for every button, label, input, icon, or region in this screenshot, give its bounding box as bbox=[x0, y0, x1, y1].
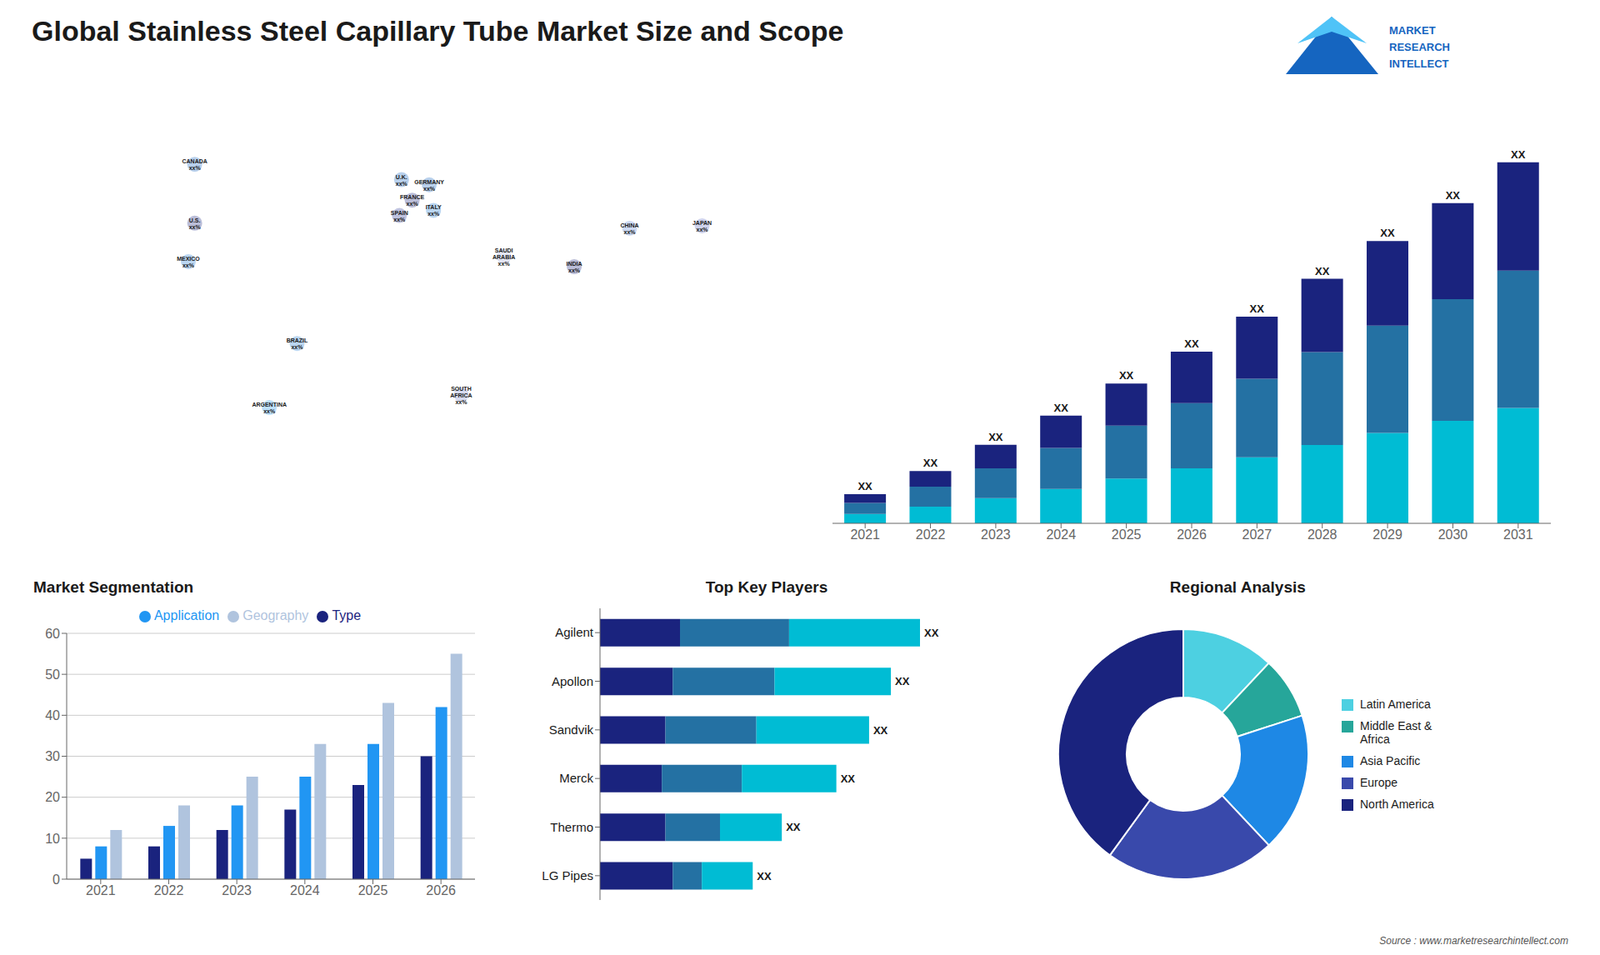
svg-text:2030: 2030 bbox=[1438, 527, 1469, 542]
html-text:Geography: Geography bbox=[242, 608, 309, 623]
svg-text:INTELLECT: INTELLECT bbox=[1389, 57, 1450, 70]
svg-text:XX: XX bbox=[1445, 189, 1461, 202]
svg-text:XX: XX bbox=[895, 675, 910, 688]
html-text:Market Segmentation: Market Segmentation bbox=[33, 578, 194, 596]
svg-text:ARGENTINAxx%: ARGENTINAxx% bbox=[251, 401, 287, 415]
svg-text:Merck: Merck bbox=[559, 770, 594, 785]
svg-text:2025: 2025 bbox=[358, 883, 389, 898]
svg-text:JAPANxx%: JAPANxx% bbox=[692, 219, 712, 232]
svg-text:Apollon: Apollon bbox=[551, 674, 594, 689]
svg-text:XX: XX bbox=[857, 480, 873, 493]
svg-text:Agilent: Agilent bbox=[555, 625, 595, 640]
svg-text:XX: XX bbox=[1250, 302, 1265, 315]
html-text:Top Key Players: Top Key Players bbox=[705, 578, 828, 596]
svg-text:XX: XX bbox=[1054, 401, 1070, 415]
svg-text:30: 30 bbox=[45, 749, 60, 764]
svg-text:XX: XX bbox=[1184, 337, 1200, 350]
html-text:Europe: Europe bbox=[1360, 775, 1398, 790]
svg-text:SPAINxx%: SPAINxx% bbox=[390, 209, 409, 222]
svg-text:MARKET: MARKET bbox=[1389, 24, 1436, 37]
svg-text:2026: 2026 bbox=[425, 883, 456, 898]
svg-text:XX: XX bbox=[756, 870, 772, 883]
svg-text:SAUDIARABIAxx%: SAUDIARABIAxx% bbox=[492, 246, 515, 266]
svg-text:2024: 2024 bbox=[1045, 527, 1076, 542]
svg-text:XX: XX bbox=[840, 772, 856, 785]
svg-text:CANADAxx%: CANADAxx% bbox=[181, 158, 207, 171]
html-text:Latin America: Latin America bbox=[1360, 697, 1431, 711]
svg-text:2022: 2022 bbox=[915, 527, 946, 542]
html-text:Source : www.marketresearchint: Source : www.marketresearchintellect.com bbox=[1379, 935, 1569, 947]
svg-text:2028: 2028 bbox=[1307, 527, 1338, 542]
svg-text:2023: 2023 bbox=[221, 883, 252, 898]
svg-text:2024: 2024 bbox=[290, 883, 320, 898]
svg-text:60: 60 bbox=[45, 626, 60, 641]
svg-text:XX: XX bbox=[988, 430, 1004, 444]
svg-text:10: 10 bbox=[45, 831, 60, 846]
svg-text:BRAZILxx%: BRAZILxx% bbox=[286, 337, 309, 350]
html-text:Middle East & Africa: Middle East & Africa bbox=[1360, 719, 1432, 746]
svg-text:40: 40 bbox=[45, 708, 60, 723]
svg-text:XX: XX bbox=[1380, 226, 1395, 240]
html-text:North America: North America bbox=[1360, 797, 1434, 811]
svg-text:2022: 2022 bbox=[154, 883, 185, 898]
svg-text:GERMANYxx%: GERMANYxx% bbox=[414, 178, 445, 191]
svg-text:INDIAxx%: INDIAxx% bbox=[566, 260, 583, 274]
svg-text:0: 0 bbox=[52, 872, 60, 887]
svg-text:Thermo: Thermo bbox=[550, 820, 594, 835]
svg-text:XX: XX bbox=[785, 820, 801, 834]
svg-text:2026: 2026 bbox=[1176, 527, 1207, 542]
svg-text:XX: XX bbox=[873, 724, 889, 737]
svg-text:SOUTHAFRICAxx%: SOUTHAFRICAxx% bbox=[450, 385, 472, 405]
html-text:Type: Type bbox=[332, 608, 361, 623]
svg-text:U.K.xx%: U.K.xx% bbox=[395, 173, 409, 186]
svg-text:MEXICOxx%: MEXICOxx% bbox=[176, 255, 200, 268]
svg-text:XX: XX bbox=[1119, 369, 1135, 382]
svg-text:2027: 2027 bbox=[1242, 527, 1273, 542]
svg-text:Sandvik: Sandvik bbox=[549, 722, 595, 737]
html-text:Application: Application bbox=[154, 608, 220, 623]
svg-text:XX: XX bbox=[1510, 148, 1526, 161]
html-text:Regional Analysis: Regional Analysis bbox=[1169, 578, 1306, 596]
svg-text:2021: 2021 bbox=[850, 527, 880, 542]
svg-text:U.S.xx%: U.S.xx% bbox=[189, 216, 202, 230]
html-text:Global Stainless Steel Capilla: Global Stainless Steel Capillary Tube Ma… bbox=[31, 15, 844, 47]
svg-text:FRANCExx%: FRANCExx% bbox=[400, 194, 425, 207]
svg-text:XX: XX bbox=[923, 456, 939, 470]
svg-text:XX: XX bbox=[1315, 265, 1330, 278]
html-text:Asia Pacific: Asia Pacific bbox=[1360, 754, 1421, 768]
svg-text:2029: 2029 bbox=[1372, 527, 1403, 542]
svg-text:20: 20 bbox=[45, 790, 60, 805]
svg-text:XX: XX bbox=[924, 626, 940, 640]
svg-text:CHINAxx%: CHINAxx% bbox=[620, 221, 639, 235]
svg-text:ITALYxx%: ITALYxx% bbox=[425, 204, 442, 217]
svg-text:2021: 2021 bbox=[85, 883, 116, 898]
svg-text:50: 50 bbox=[45, 667, 60, 682]
svg-text:RESEARCH: RESEARCH bbox=[1389, 40, 1450, 54]
svg-text:2031: 2031 bbox=[1503, 527, 1534, 542]
svg-text:2023: 2023 bbox=[980, 527, 1011, 542]
svg-text:LG Pipes: LG Pipes bbox=[541, 868, 594, 883]
svg-text:2025: 2025 bbox=[1111, 527, 1142, 542]
